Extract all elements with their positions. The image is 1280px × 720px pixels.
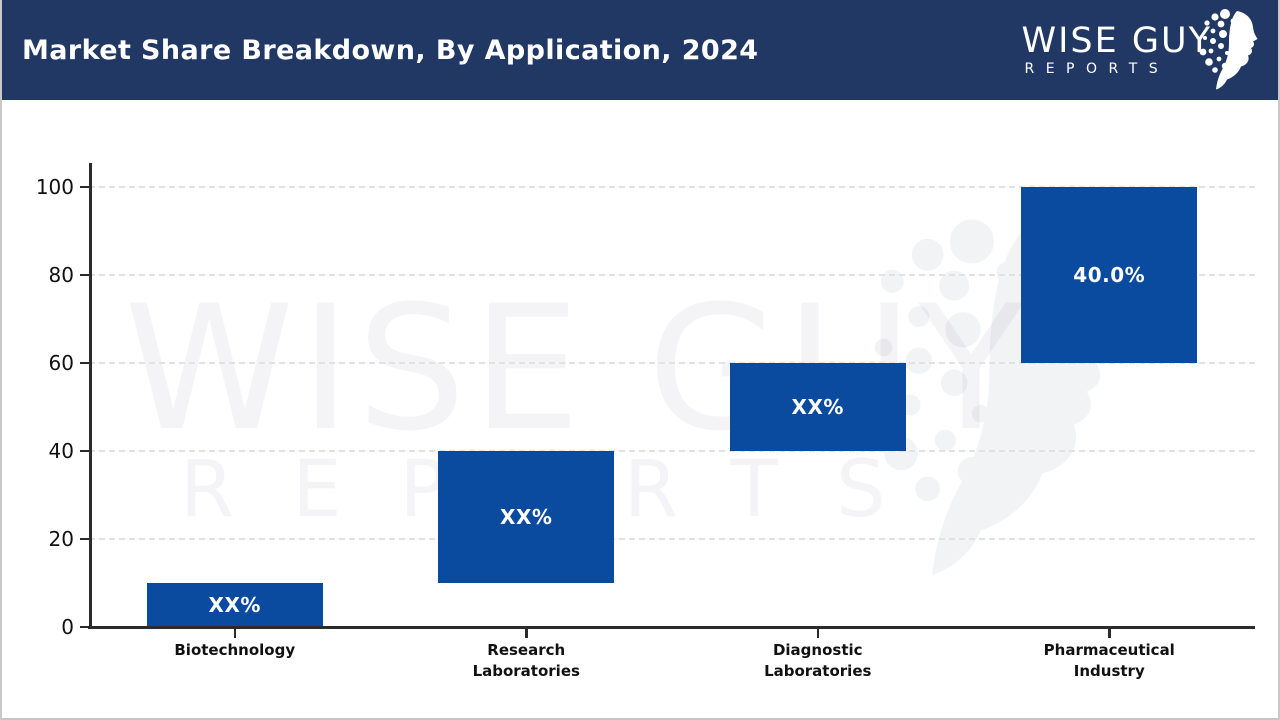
x-category-label: Biotechnology [174, 641, 296, 659]
x-axis-tick [525, 629, 528, 638]
gridline [89, 186, 1255, 188]
y-axis-tick [80, 625, 89, 629]
title-bar: Market Share Breakdown, By Application, … [2, 0, 1278, 100]
logo-wordmark-block: WISE GUY REPORTS [1021, 21, 1212, 77]
y-tick-label: 100 [35, 175, 74, 199]
y-axis-tick [80, 361, 89, 365]
gridline [89, 362, 1255, 364]
y-tick-label: 40 [48, 439, 74, 463]
x-axis-spine [88, 626, 1255, 629]
bar-value-label: 40.0% [1073, 263, 1146, 287]
logo-face-icon [1199, 9, 1258, 90]
x-axis-tick [816, 629, 819, 638]
chart-title: Market Share Breakdown, By Application, … [22, 34, 759, 66]
x-category-label: Pharmaceutical Industry [1043, 641, 1175, 680]
bar-diagnostic-laboratories: XX% [729, 363, 906, 451]
y-tick-label: 80 [48, 263, 74, 287]
x-category-label: Diagnostic Laboratories [764, 641, 872, 680]
bar-biotechnology: XX% [146, 583, 323, 627]
logo-wordmark: WISE GUY [1021, 21, 1212, 61]
bar-pharmaceutical-industry: 40.0% [1021, 187, 1198, 363]
bar-value-label: XX% [500, 505, 553, 529]
bar-research-laboratories: XX% [438, 451, 615, 583]
chart-area: WISE GUY REPORTS 020406080100XX%XX%XX%40… [2, 100, 1278, 718]
x-axis-tick [1108, 629, 1111, 638]
y-axis-spine [89, 163, 92, 629]
gridline [89, 274, 1255, 276]
x-axis-tick [233, 629, 236, 638]
y-tick-label: 60 [48, 351, 74, 375]
logo-subtext: REPORTS [1024, 61, 1170, 77]
y-axis-tick [80, 273, 89, 277]
y-tick-label: 0 [61, 615, 74, 639]
gridline [89, 450, 1255, 452]
y-axis-tick [80, 537, 89, 541]
y-axis-tick [80, 449, 89, 453]
x-category-label: Research Laboratories [472, 641, 580, 680]
bar-value-label: XX% [791, 395, 844, 419]
plot: 0 20 40 60 80 100 XX% XX% XX% 40.0% Biotechnology R… [2, 100, 1278, 718]
wise-guy-logo: WISE GUY REPORTS [1021, 8, 1260, 92]
gridline [89, 538, 1255, 540]
y-axis-tick [80, 185, 89, 189]
y-tick-label: 20 [48, 527, 74, 551]
bar-value-label: XX% [208, 593, 261, 617]
